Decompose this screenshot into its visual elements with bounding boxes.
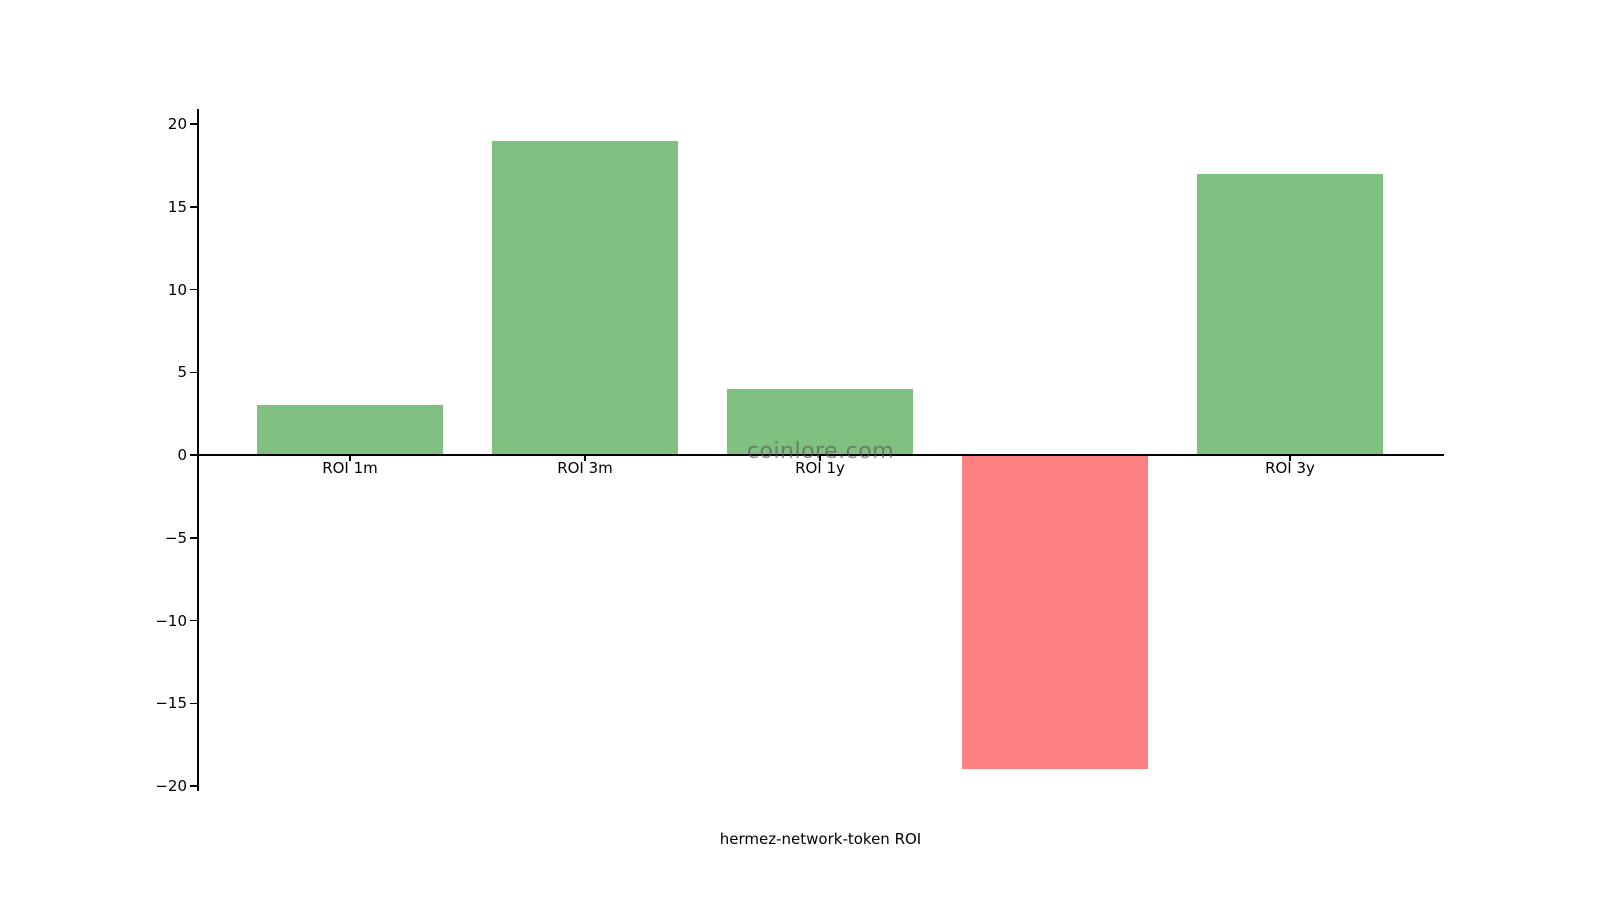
x-tick-label: ROI 3m <box>557 459 613 477</box>
y-tick-label: 15 <box>167 197 187 216</box>
bar-roi-1m <box>257 405 443 455</box>
x-axis-spine <box>197 454 1444 456</box>
bar-roi-3m <box>492 140 678 455</box>
y-tick <box>190 288 197 291</box>
y-axis-spine <box>197 109 199 791</box>
y-tick <box>190 371 197 373</box>
y-tick <box>190 702 197 704</box>
y-tick-label: 0 <box>177 446 187 464</box>
bar-unlabeled-3 <box>962 455 1148 770</box>
y-tick <box>190 206 197 208</box>
y-tick-label: −10 <box>155 611 187 630</box>
y-tick-label: −20 <box>155 777 187 795</box>
chart-title: hermez-network-token ROI <box>719 830 922 848</box>
x-tick-label: ROI 1y <box>795 459 845 477</box>
x-tick <box>819 455 821 461</box>
x-tick-label: ROI 1m <box>322 459 378 477</box>
y-tick <box>190 619 197 622</box>
y-tick-label: 20 <box>167 115 187 133</box>
bar-roi-3y <box>1197 173 1383 455</box>
x-tick <box>1289 455 1291 461</box>
y-tick-label: 5 <box>177 363 187 382</box>
y-tick-label: 10 <box>167 280 187 299</box>
watermark: coinlore.com <box>746 439 895 464</box>
bar-roi-1y <box>727 388 913 455</box>
x-tick <box>349 455 351 461</box>
y-tick-label: −5 <box>164 528 187 547</box>
y-tick <box>190 785 197 787</box>
y-tick <box>190 454 197 456</box>
y-tick <box>190 123 197 125</box>
y-tick <box>190 537 197 539</box>
x-tick <box>584 455 586 461</box>
x-tick-label: ROI 3y <box>1265 459 1315 477</box>
y-tick-label: −15 <box>155 694 187 713</box>
